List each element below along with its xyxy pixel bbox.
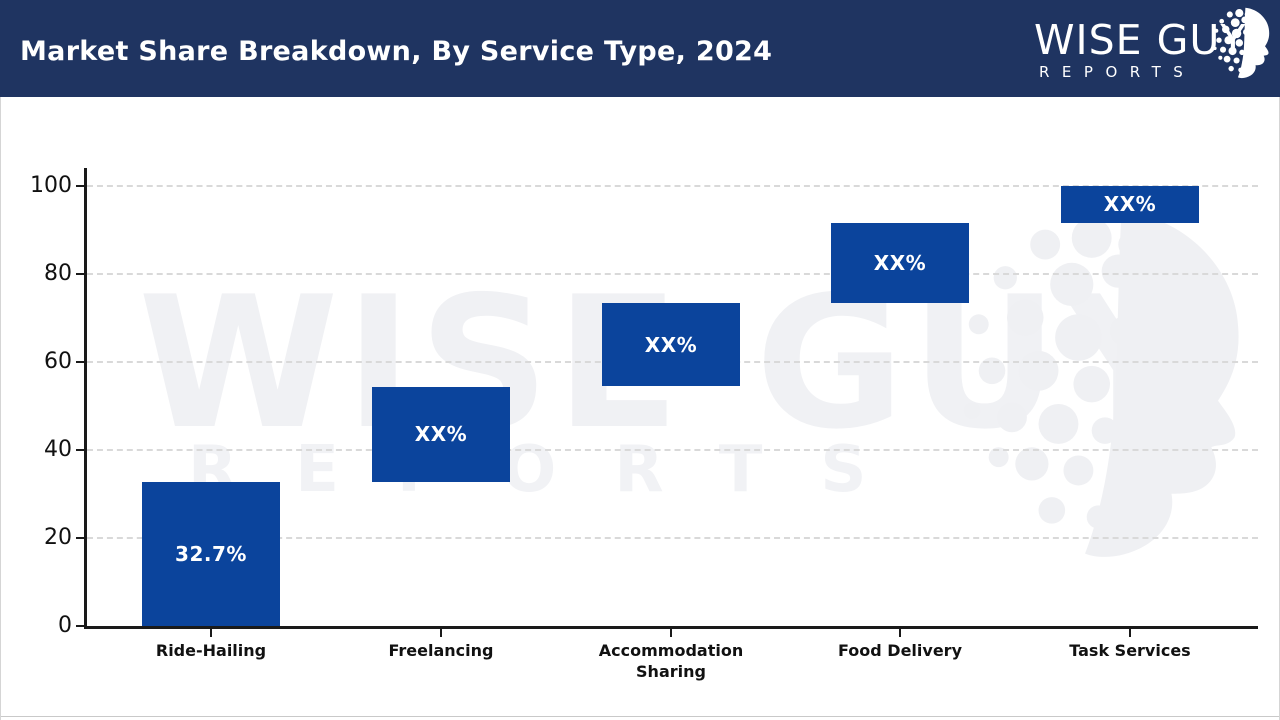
bar-value-label: XX% — [873, 250, 927, 275]
bar-value-label: XX% — [414, 422, 468, 447]
x-tick-mark — [1129, 629, 1131, 637]
logo-head-icon — [1213, 7, 1270, 79]
x-tick-label: Freelancing — [388, 641, 494, 660]
y-tick-label: 80 — [44, 261, 72, 286]
x-tick-mark — [210, 629, 212, 637]
y-tick-label: 40 — [44, 437, 72, 462]
x-axis-line — [84, 626, 1258, 629]
x-tick-mark — [670, 629, 672, 637]
bar-food-delivery: XX% — [831, 222, 969, 303]
bar-ride-hailing: 32.7% — [142, 482, 280, 626]
gridline-40 — [87, 449, 1258, 451]
logo-reports-text: REPORTS — [1039, 63, 1196, 81]
x-tick-mark — [899, 629, 901, 637]
bar-value-label: XX% — [644, 332, 698, 357]
logo-wiseguy-text: WISE GUY — [1034, 16, 1247, 64]
watermark-head-logo-icon — [963, 211, 1239, 557]
y-tick-mark — [76, 625, 85, 627]
y-tick-mark — [76, 449, 85, 451]
y-tick-mark — [76, 361, 85, 363]
bar-freelancing: XX% — [372, 386, 510, 483]
y-tick-mark — [76, 273, 85, 275]
watermark-reports-text: REPORTS — [188, 433, 925, 507]
y-axis-line — [84, 168, 87, 629]
y-tick-label: 100 — [30, 173, 72, 198]
x-tick-label: Ride-Hailing — [155, 641, 267, 660]
y-tick-label: 20 — [44, 525, 72, 550]
x-tick-mark — [440, 629, 442, 637]
gridline-80 — [87, 273, 1258, 275]
gridline-100 — [87, 185, 1258, 187]
y-tick-label: 60 — [44, 349, 72, 374]
y-tick-label: 0 — [58, 613, 72, 638]
page-border-left — [0, 97, 1, 720]
y-tick-mark — [76, 537, 85, 539]
gridline-20 — [87, 537, 1258, 539]
header-bar: Market Share Breakdown, By Service Type,… — [0, 0, 1280, 97]
bar-accommodation-sharing: XX% — [602, 303, 740, 387]
page-border-bottom — [0, 716, 1280, 717]
x-tick-label: Accommodation Sharing — [598, 641, 744, 681]
x-tick-label: Task Services — [1069, 641, 1191, 660]
bar-task-services: XX% — [1061, 186, 1199, 223]
bar-value-label: XX% — [1103, 192, 1157, 217]
wise-guy-reports-logo: WISE GUY REPORTS — [1032, 0, 1272, 97]
chart-title: Market Share Breakdown, By Service Type,… — [20, 36, 773, 67]
bar-value-label: 32.7% — [175, 542, 247, 567]
y-tick-mark — [76, 185, 85, 187]
x-tick-label: Food Delivery — [838, 641, 962, 660]
